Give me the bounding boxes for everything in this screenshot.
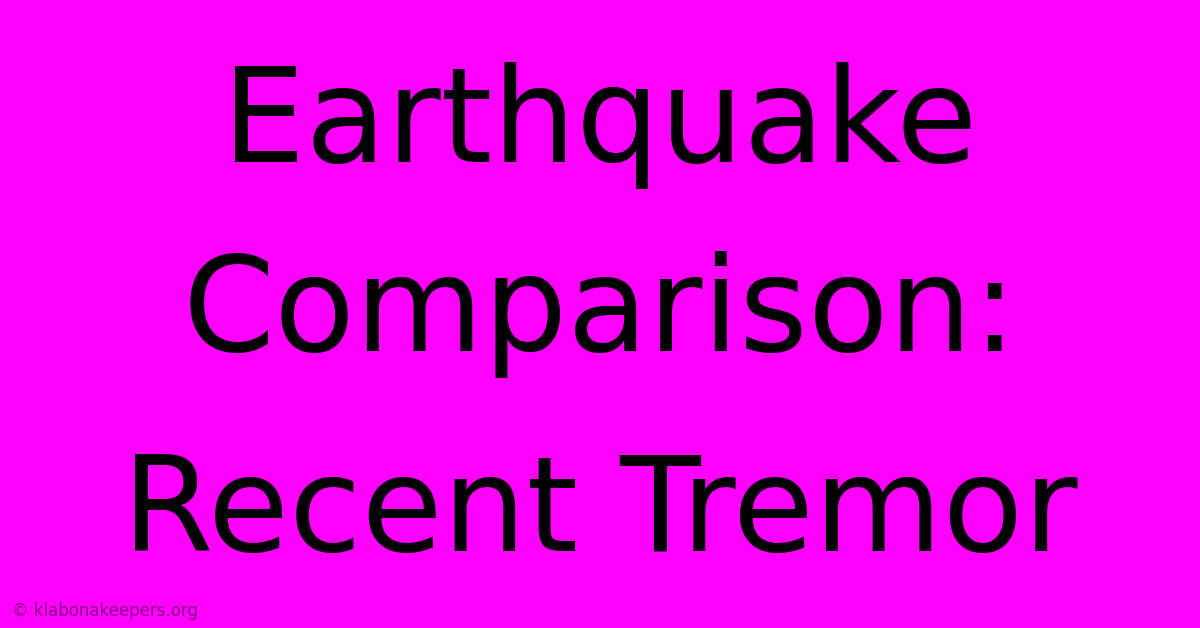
Text: Earthquake: Earthquake [222, 62, 978, 189]
Text: © klabonakeepers.org: © klabonakeepers.org [12, 602, 198, 620]
Text: Comparison:: Comparison: [182, 251, 1018, 377]
Text: Recent Tremor: Recent Tremor [122, 452, 1078, 578]
